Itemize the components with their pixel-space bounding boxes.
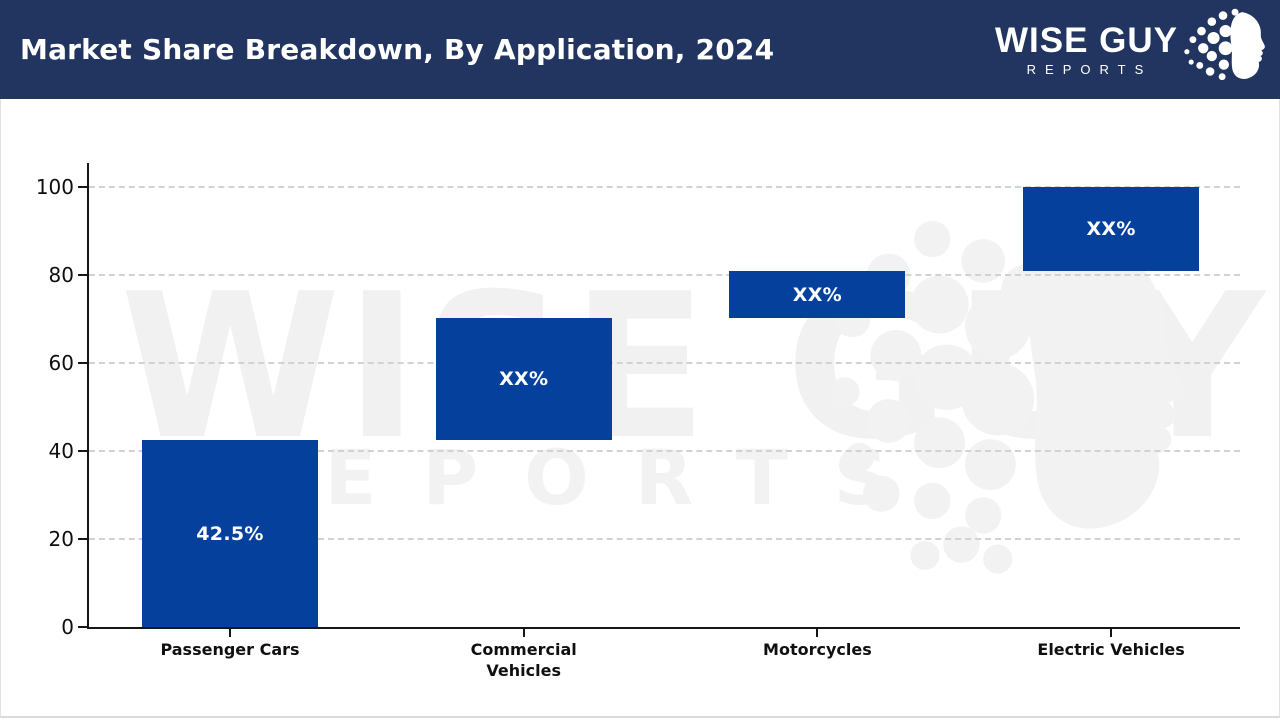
left-border — [0, 99, 1, 717]
y-tick-label-100: 100 — [35, 175, 74, 199]
y-tick-0 — [78, 626, 87, 628]
x-tick-2 — [816, 629, 819, 637]
y-tick-label-80: 80 — [48, 263, 74, 287]
bar-electric-vehicles: XX% — [1023, 187, 1200, 272]
x-tick-1 — [522, 629, 525, 637]
gridline-100 — [89, 186, 1240, 188]
gridline-60 — [89, 362, 1240, 364]
bar-value-label: 42.5% — [196, 522, 264, 545]
bar-commercial-vehicles: XX% — [435, 318, 612, 440]
gridline-40 — [89, 450, 1240, 452]
y-tick-100 — [78, 186, 87, 188]
x-tick-3 — [1110, 629, 1113, 637]
x-category-label: Commercial Vehicles — [470, 640, 577, 680]
y-tick-label-40: 40 — [48, 439, 74, 463]
x-category-label: Motorcycles — [763, 640, 872, 659]
bar-passenger-cars: 42.5% — [142, 440, 318, 627]
logo-wordmark-line2: REPORTS — [1026, 61, 1153, 77]
bar-value-label: XX% — [1086, 218, 1136, 241]
x-axis-line — [87, 627, 1240, 629]
y-tick-label-0: 0 — [61, 615, 74, 639]
bar-value-label: XX% — [499, 368, 549, 391]
logo-face-icon — [1184, 8, 1265, 80]
y-tick-80 — [78, 274, 87, 276]
bar-motorcycles: XX% — [729, 271, 906, 319]
y-tick-label-20: 20 — [48, 527, 74, 551]
y-tick-60 — [78, 362, 87, 364]
y-tick-label-60: 60 — [48, 351, 74, 375]
y-axis-line — [87, 163, 89, 629]
logo-wordmark-line1: WISE GUY — [994, 20, 1178, 60]
y-tick-20 — [78, 538, 87, 540]
y-tick-40 — [78, 450, 87, 452]
watermark-face-icon — [830, 220, 1184, 574]
header: Market Share Breakdown, By Application, … — [0, 0, 1280, 99]
wise-guy-logo: WISE GUY REPORTS — [995, 6, 1266, 94]
bottom-border — [0, 716, 1280, 718]
page-title: Market Share Breakdown, By Application, … — [20, 33, 775, 66]
x-tick-0 — [229, 629, 231, 637]
gridline-80 — [89, 274, 1240, 276]
x-category-label: Electric Vehicles — [1037, 640, 1185, 659]
bar-value-label: XX% — [792, 283, 843, 306]
watermark-subtext: REPORTS — [220, 433, 935, 522]
gridline-20 — [89, 538, 1240, 540]
x-category-label: Passenger Cars — [160, 640, 300, 659]
logo-wordmark: WISE GUY REPORTS — [995, 23, 1178, 77]
